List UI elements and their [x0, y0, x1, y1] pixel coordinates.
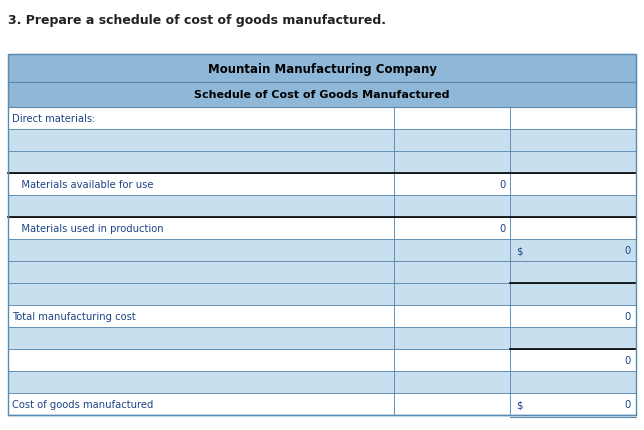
Text: Cost of goods manufactured: Cost of goods manufactured — [12, 399, 153, 409]
Bar — [394, 152, 511, 174]
Text: Mountain Manufacturing Company: Mountain Manufacturing Company — [207, 62, 437, 75]
Bar — [8, 108, 394, 130]
Bar — [8, 218, 636, 240]
Bar — [8, 130, 636, 152]
Bar — [511, 196, 636, 218]
Bar — [8, 83, 636, 108]
Bar — [394, 371, 511, 393]
Bar — [8, 55, 636, 83]
Bar — [8, 305, 636, 327]
Bar — [8, 393, 636, 415]
Text: 0: 0 — [499, 224, 506, 233]
Bar — [8, 261, 394, 283]
Bar — [8, 283, 636, 305]
Bar — [394, 327, 511, 349]
Bar — [394, 108, 511, 130]
Bar — [8, 327, 394, 349]
Bar — [8, 174, 636, 196]
Bar — [511, 152, 636, 174]
Bar — [8, 283, 394, 305]
Bar — [394, 174, 511, 196]
Text: $: $ — [516, 246, 523, 255]
Text: 3. Prepare a schedule of cost of goods manufactured.: 3. Prepare a schedule of cost of goods m… — [8, 14, 386, 27]
Bar — [511, 393, 636, 415]
Bar — [8, 196, 394, 218]
Bar — [394, 196, 511, 218]
Text: 0: 0 — [625, 311, 631, 321]
Text: Schedule of Cost of Goods Manufactured: Schedule of Cost of Goods Manufactured — [194, 90, 450, 100]
Bar — [8, 130, 394, 152]
Bar — [511, 130, 636, 152]
Text: 0: 0 — [625, 355, 631, 365]
Text: $: $ — [516, 399, 523, 409]
Text: Materials used in production: Materials used in production — [12, 224, 164, 233]
Text: 0: 0 — [625, 399, 631, 409]
Bar — [394, 218, 511, 240]
Bar — [8, 327, 636, 349]
Bar — [394, 240, 511, 261]
Bar — [8, 393, 394, 415]
Bar — [8, 152, 636, 174]
Bar — [394, 349, 511, 371]
Bar — [511, 240, 636, 261]
Bar — [8, 371, 394, 393]
Text: Direct materials:: Direct materials: — [12, 114, 95, 124]
Bar — [8, 55, 636, 415]
Bar — [394, 261, 511, 283]
Bar — [511, 261, 636, 283]
Bar — [511, 174, 636, 196]
Bar — [511, 305, 636, 327]
Bar — [8, 174, 394, 196]
Bar — [8, 218, 394, 240]
Bar — [511, 283, 636, 305]
Bar — [511, 108, 636, 130]
Text: Total manufacturing cost: Total manufacturing cost — [12, 311, 136, 321]
Bar — [8, 240, 636, 261]
Bar — [8, 152, 394, 174]
Bar — [394, 305, 511, 327]
Text: 0: 0 — [499, 180, 506, 190]
Text: 0: 0 — [625, 246, 631, 255]
Text: Materials available for use: Materials available for use — [12, 180, 153, 190]
Bar — [511, 327, 636, 349]
Bar — [511, 371, 636, 393]
Bar — [8, 305, 394, 327]
Bar — [511, 349, 636, 371]
Bar — [8, 108, 636, 130]
Bar — [394, 393, 511, 415]
Bar — [394, 130, 511, 152]
Bar — [8, 371, 636, 393]
Bar — [8, 349, 394, 371]
Bar — [8, 240, 394, 261]
Bar — [394, 283, 511, 305]
Bar — [8, 349, 636, 371]
Bar — [511, 218, 636, 240]
Bar — [8, 261, 636, 283]
Bar — [8, 196, 636, 218]
